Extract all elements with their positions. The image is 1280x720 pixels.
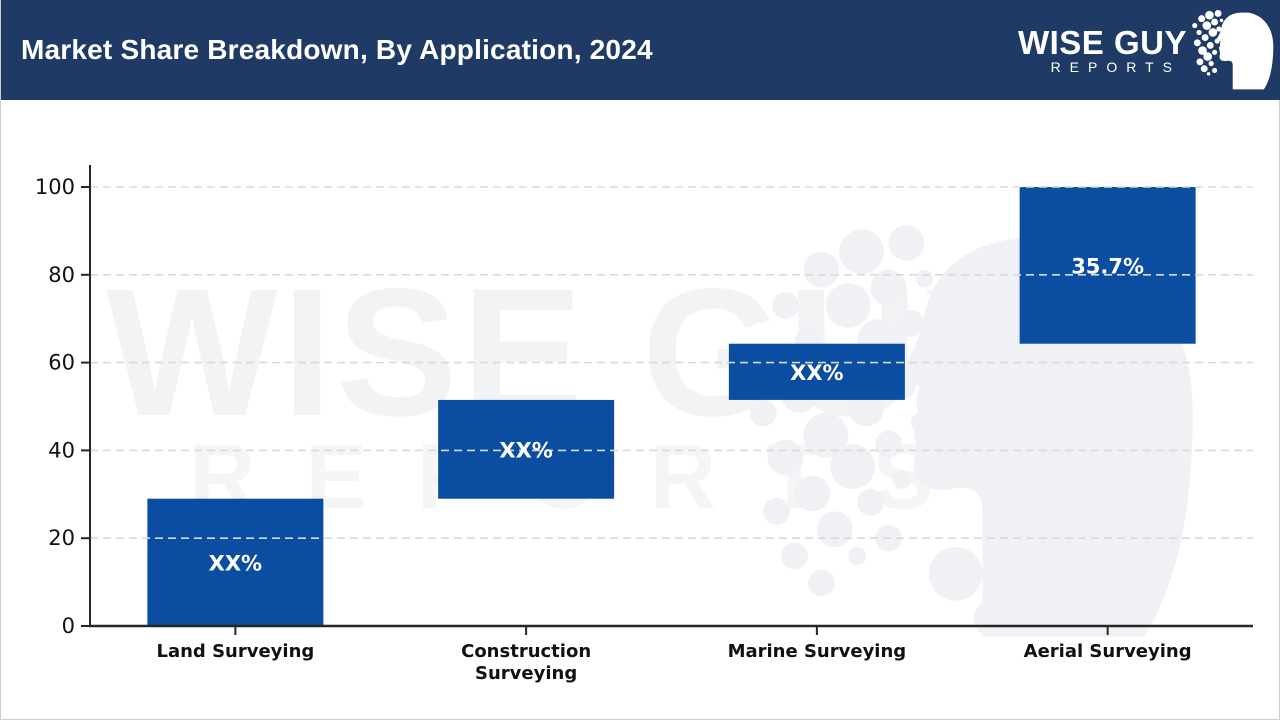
- header-bar: Market Share Breakdown, By Application, …: [1, 0, 1280, 100]
- bar-marine-surveying: [728, 343, 905, 400]
- bar-value-label-land-surveying: XX%: [209, 551, 262, 575]
- logo-face-icon: [1192, 10, 1274, 90]
- y-tick-label-20: 20: [48, 526, 75, 550]
- bar-construction-surveying: [438, 399, 615, 499]
- y-tick-label-80: 80: [48, 263, 75, 287]
- y-tick-label-100: 100: [35, 175, 75, 199]
- x-label-land-surveying: Land Surveying: [156, 641, 314, 662]
- logo-wordmark: WISE GUY: [1017, 24, 1187, 61]
- y-tick-label-40: 40: [48, 438, 75, 462]
- bar-value-label-aerial-surveying: 35.7%: [1071, 254, 1144, 278]
- x-label-marine-surveying: Marine Surveying: [728, 641, 907, 662]
- bar-land-surveying: [147, 498, 324, 626]
- logo-subtitle: REPORTS: [1050, 59, 1181, 75]
- bar-aerial-surveying: [1019, 187, 1196, 344]
- bar-value-label-construction-surveying: XX%: [499, 438, 552, 462]
- y-tick-label-0: 0: [62, 614, 75, 638]
- bar-value-label-marine-surveying: XX%: [790, 361, 843, 385]
- x-label-construction-surveying: Construction: [461, 641, 591, 662]
- wise-guy-logo: WISE GUY REPORTS: [1018, 0, 1277, 100]
- x-label-aerial-surveying: Aerial Surveying: [1024, 641, 1192, 662]
- page-title: Market Share Breakdown, By Application, …: [21, 34, 653, 65]
- x-label-construction-surveying: Surveying: [475, 663, 577, 684]
- y-tick-label-60: 60: [48, 351, 75, 375]
